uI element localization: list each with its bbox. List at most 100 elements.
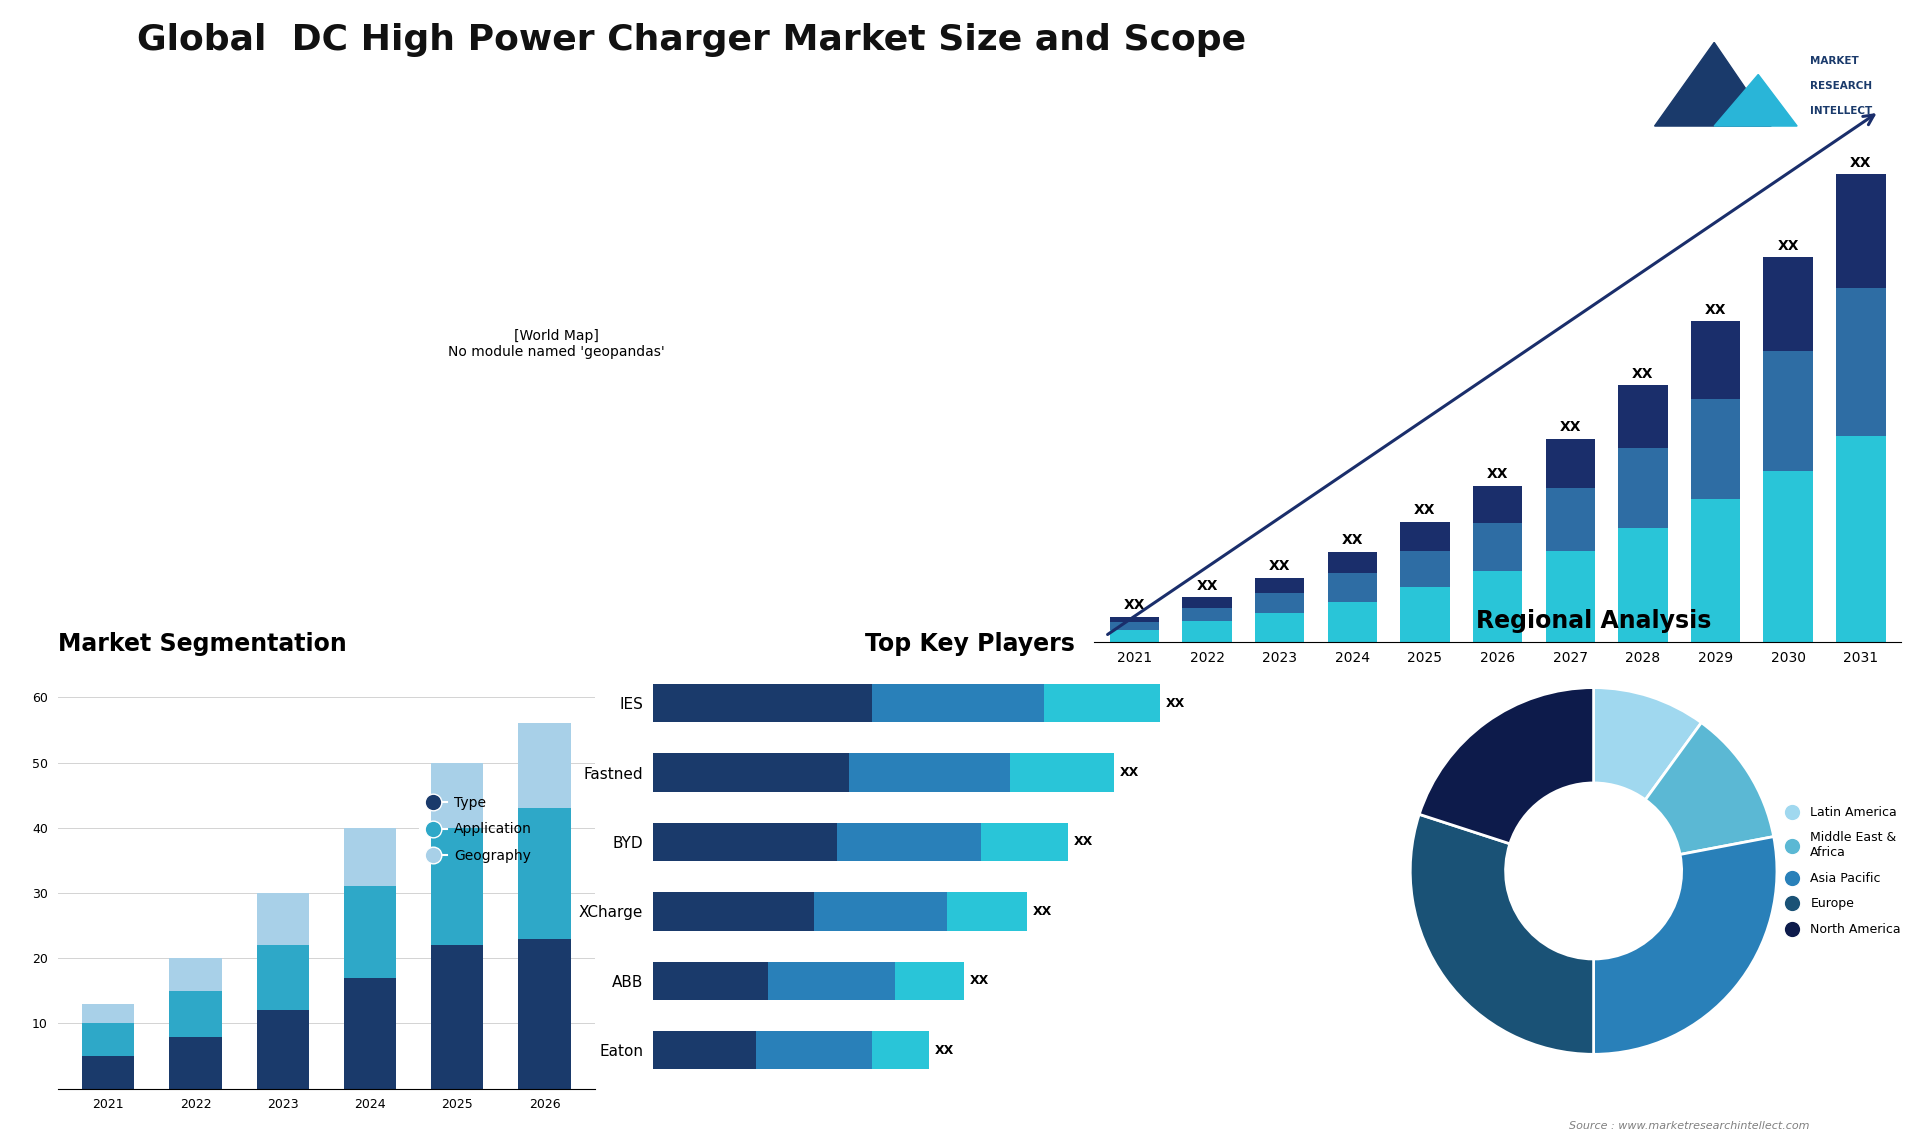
Bar (1692, 321, 1740, 399)
Bar (947, 893, 1027, 931)
Bar (344, 978, 396, 1089)
Text: XX: XX (1269, 559, 1290, 573)
Bar (1256, 592, 1304, 613)
Bar (1546, 550, 1596, 642)
Text: RESEARCH: RESEARCH (1811, 81, 1872, 91)
Bar (518, 939, 570, 1089)
Bar (257, 893, 309, 945)
Bar (1473, 571, 1523, 642)
Bar (432, 762, 484, 827)
Text: XX: XX (1559, 421, 1580, 434)
Bar (1473, 524, 1523, 571)
Bar (432, 827, 484, 945)
Bar (169, 958, 221, 991)
Bar (814, 893, 947, 931)
Bar (1400, 587, 1450, 642)
Bar (1256, 613, 1304, 642)
Bar (1400, 523, 1450, 550)
Bar (1619, 527, 1668, 642)
Polygon shape (1715, 74, 1797, 126)
Bar (1256, 578, 1304, 592)
Bar (1183, 621, 1233, 642)
Bar (1836, 174, 1885, 289)
Bar (432, 945, 484, 1089)
Legend: Type, Application, Geography: Type, Application, Geography (415, 791, 538, 869)
Bar (1763, 351, 1812, 471)
Text: XX: XX (1851, 156, 1872, 170)
Bar (1763, 258, 1812, 351)
Bar (257, 945, 309, 1011)
Wedge shape (1594, 837, 1776, 1054)
Bar (895, 961, 964, 1000)
Bar (518, 723, 570, 808)
Bar (1692, 399, 1740, 500)
Legend: Latin America, Middle East &
Africa, Asia Pacific, Europe, North America: Latin America, Middle East & Africa, Asi… (1774, 801, 1907, 941)
Text: XX: XX (1632, 367, 1653, 380)
Bar (169, 991, 221, 1036)
Bar (653, 893, 814, 931)
Bar (1183, 597, 1233, 607)
Bar (653, 823, 837, 861)
Bar (1183, 607, 1233, 621)
Bar (849, 753, 1010, 792)
Text: XX: XX (1119, 766, 1139, 779)
Bar (981, 823, 1068, 861)
Title: Regional Analysis: Regional Analysis (1476, 609, 1711, 633)
Text: Source : www.marketresearchintellect.com: Source : www.marketresearchintellect.com (1569, 1121, 1811, 1131)
Bar (756, 1031, 872, 1069)
Bar (1546, 488, 1596, 550)
Bar (83, 1057, 134, 1089)
Bar (1327, 573, 1377, 602)
Bar (872, 1031, 929, 1069)
Bar (872, 684, 1044, 722)
Bar (653, 684, 872, 722)
Bar (837, 823, 981, 861)
Text: XX: XX (1123, 598, 1144, 612)
Text: XX: XX (1705, 303, 1726, 316)
Text: MARKET: MARKET (1811, 56, 1859, 65)
Bar (1619, 448, 1668, 527)
Bar (1836, 437, 1885, 642)
Bar (653, 1031, 756, 1069)
Bar (344, 827, 396, 887)
Bar (768, 961, 895, 1000)
Bar (1619, 385, 1668, 448)
Bar (1546, 439, 1596, 488)
Text: XX: XX (1073, 835, 1092, 848)
Bar (1763, 471, 1812, 642)
Text: [World Map]
No module named 'geopandas': [World Map] No module named 'geopandas' (449, 329, 664, 359)
Bar (1692, 500, 1740, 642)
Wedge shape (1419, 688, 1594, 843)
Bar (1110, 622, 1160, 630)
Text: Global  DC High Power Charger Market Size and Scope: Global DC High Power Charger Market Size… (136, 23, 1246, 57)
Bar (344, 887, 396, 978)
Bar (257, 1011, 309, 1089)
Bar (1327, 602, 1377, 642)
Polygon shape (1655, 42, 1770, 126)
Text: XX: XX (970, 974, 989, 988)
Wedge shape (1594, 688, 1701, 800)
Wedge shape (1645, 723, 1774, 855)
Bar (653, 961, 768, 1000)
Bar (518, 808, 570, 939)
Bar (653, 753, 849, 792)
Bar (1044, 684, 1160, 722)
Bar (1010, 753, 1114, 792)
Bar (1110, 617, 1160, 622)
Title: Top Key Players: Top Key Players (864, 631, 1075, 656)
Bar (83, 1023, 134, 1057)
Bar (1327, 551, 1377, 573)
Text: XX: XX (1486, 466, 1509, 481)
Text: XX: XX (1778, 238, 1799, 253)
Bar (169, 1036, 221, 1089)
Text: Market Segmentation: Market Segmentation (58, 631, 346, 656)
Text: XX: XX (1415, 503, 1436, 518)
Text: XX: XX (1196, 579, 1217, 592)
Bar (1400, 550, 1450, 587)
Bar (1473, 486, 1523, 524)
Text: INTELLECT: INTELLECT (1811, 107, 1872, 116)
Wedge shape (1411, 815, 1594, 1054)
Text: XX: XX (935, 1044, 954, 1057)
Bar (1836, 289, 1885, 437)
Bar (1110, 630, 1160, 642)
